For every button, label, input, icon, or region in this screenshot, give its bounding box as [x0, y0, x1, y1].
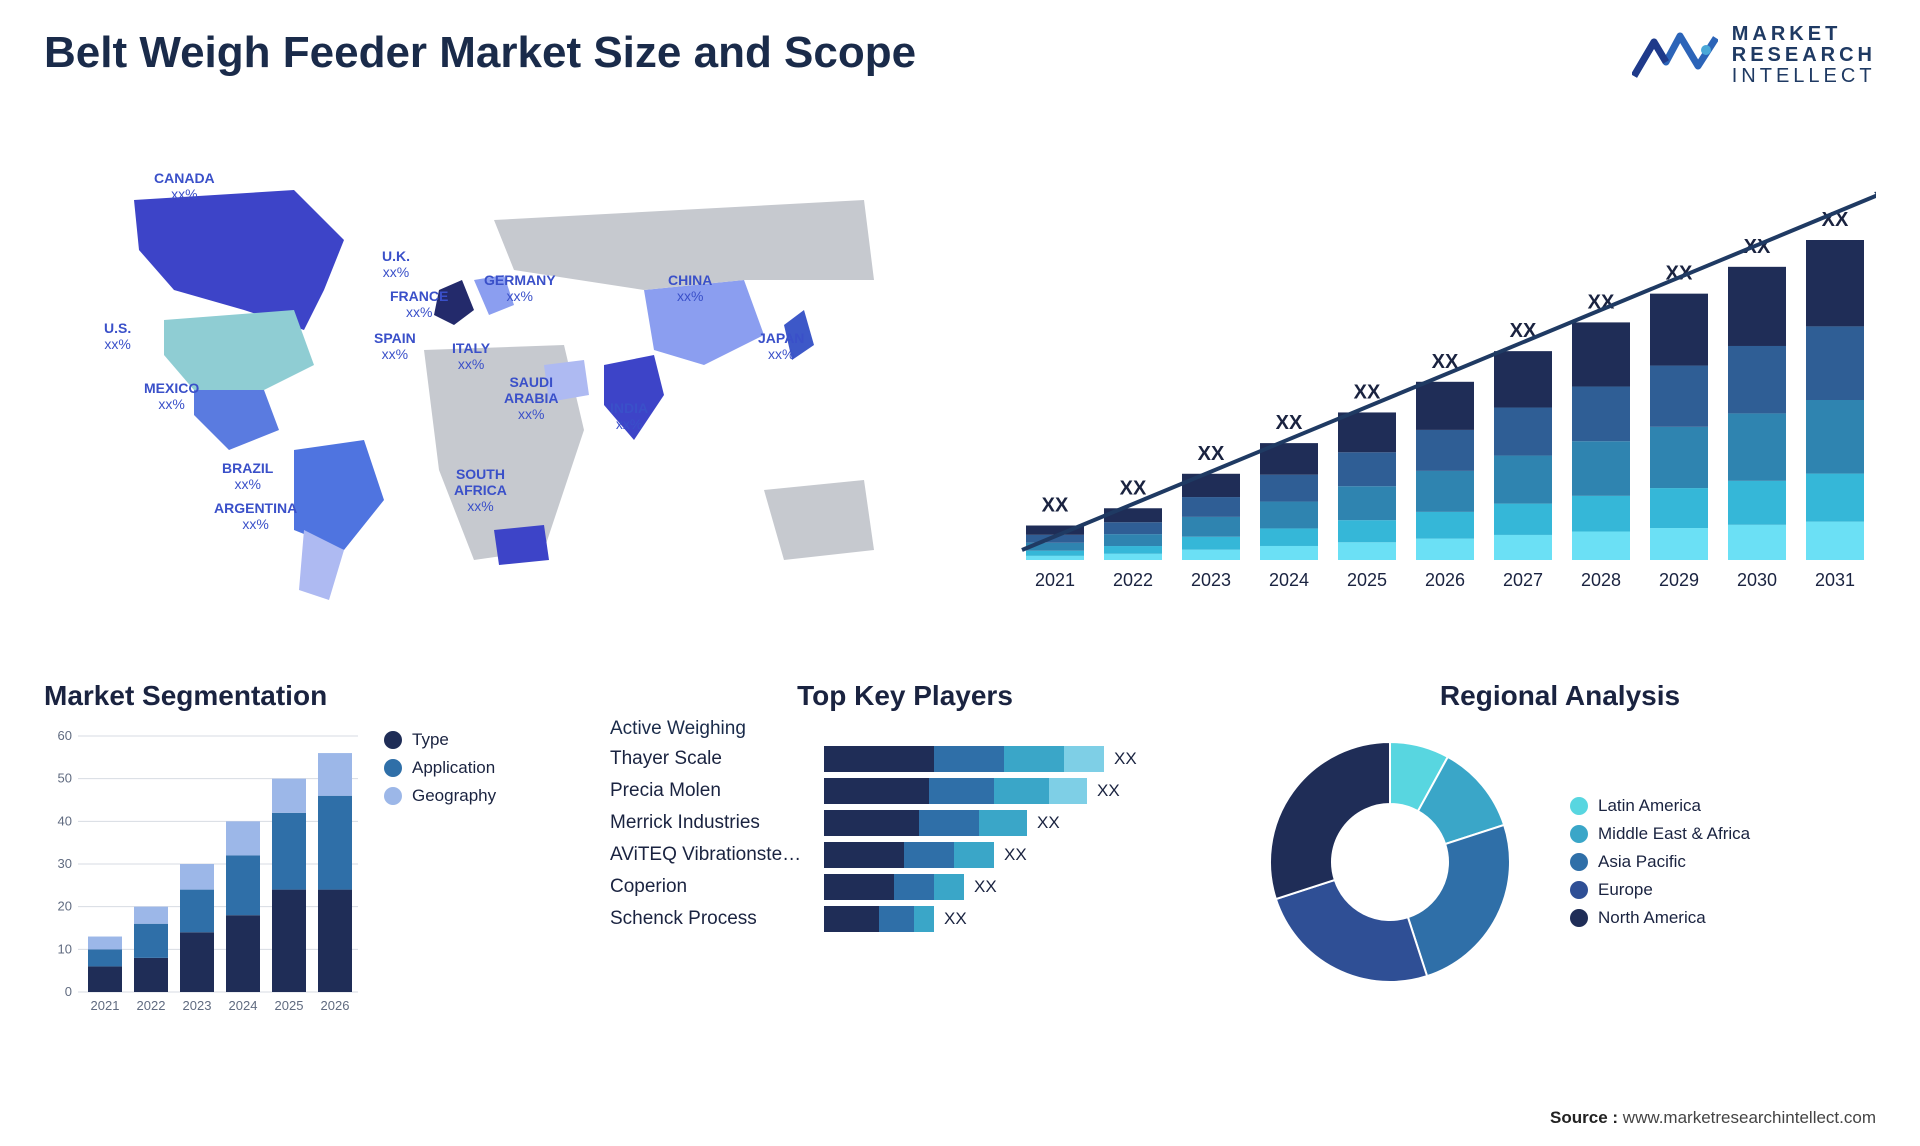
player-bar: XX	[824, 746, 1200, 772]
map-label-saudi-narabia: SAUDIARABIAxx%	[504, 374, 558, 422]
region-legend-north-america: North America	[1570, 908, 1750, 928]
svg-text:2026: 2026	[1425, 570, 1465, 590]
player-bar: XX	[824, 874, 1200, 900]
map-label-u-k-: U.K.xx%	[382, 248, 410, 280]
svg-text:2021: 2021	[91, 998, 120, 1013]
svg-text:20: 20	[58, 899, 72, 914]
player-value: XX	[1114, 749, 1137, 769]
regional-legend: Latin America Middle East & Africa Asia Pa…	[1570, 788, 1750, 936]
map-label-italy: ITALYxx%	[452, 340, 490, 372]
svg-text:2031: 2031	[1815, 570, 1855, 590]
svg-text:40: 40	[58, 813, 72, 828]
map-label-china: CHINAxx%	[668, 272, 712, 304]
map-label-spain: SPAINxx%	[374, 330, 416, 362]
player-value: XX	[944, 909, 967, 929]
brand-text: MARKET RESEARCH INTELLECT	[1732, 24, 1876, 87]
map-label-argentina: ARGENTINAxx%	[214, 500, 297, 532]
svg-text:2029: 2029	[1659, 570, 1699, 590]
player-value: XX	[1097, 781, 1120, 801]
svg-text:2027: 2027	[1503, 570, 1543, 590]
world-map-panel: CANADAxx% U.S.xx% MEXICOxx% BRAZILxx% ARGENT…	[44, 130, 924, 650]
player-row-merrick-industries: Merrick Industries XX	[610, 810, 1200, 836]
player-value: XX	[1037, 813, 1060, 833]
svg-text:2023: 2023	[1191, 570, 1231, 590]
map-label-south-nafrica: SOUTHAFRICAxx%	[454, 466, 507, 514]
player-name: Coperion	[610, 876, 810, 898]
player-name: Precia Molen	[610, 780, 810, 802]
svg-text:2026: 2026	[321, 998, 350, 1013]
seg-legend-type: Type	[384, 730, 496, 750]
svg-text:10: 10	[58, 941, 72, 956]
players-panel: Top Key Players Active Weighing Thayer S…	[610, 680, 1200, 1050]
svg-text:XX: XX	[1198, 443, 1225, 465]
region-legend-latin-america: Latin America	[1570, 796, 1750, 816]
svg-text:60: 60	[58, 728, 72, 743]
regional-title: Regional Analysis	[1250, 680, 1870, 712]
player-row-aviteq-vibrationstechnik: AViTEQ Vibrationstechnik XX	[610, 842, 1200, 868]
svg-text:2021: 2021	[1035, 570, 1075, 590]
region-legend-asia-pacific: Asia Pacific	[1570, 852, 1750, 872]
svg-text:30: 30	[58, 856, 72, 871]
growth-bar-chart: XX2021XX2022XX2023XX2024XX2025XX2026XX20…	[996, 140, 1876, 610]
brand-logo: MARKET RESEARCH INTELLECT	[1632, 24, 1876, 87]
brand-mark-icon	[1632, 28, 1718, 84]
segmentation-legend: Type Application Geography	[384, 722, 496, 1022]
map-label-japan: JAPANxx%	[758, 330, 804, 362]
svg-text:2022: 2022	[137, 998, 166, 1013]
players-title: Top Key Players	[610, 680, 1200, 712]
player-name: AViTEQ Vibrationstechnik	[610, 844, 810, 866]
player-row-schenck-process: Schenck Process XX	[610, 906, 1200, 932]
seg-legend-geography: Geography	[384, 786, 496, 806]
player-name: Thayer Scale	[610, 748, 810, 770]
player-bar: XX	[824, 906, 1200, 932]
map-label-france: FRANCExx%	[390, 288, 448, 320]
regional-panel: Regional Analysis Latin America Middle Ea…	[1250, 680, 1870, 1050]
player-name: Schenck Process	[610, 908, 810, 930]
region-legend-europe: Europe	[1570, 880, 1750, 900]
region-legend-middle-east-africa: Middle East & Africa	[1570, 824, 1750, 844]
map-label-brazil: BRAZILxx%	[222, 460, 273, 492]
svg-text:2028: 2028	[1581, 570, 1621, 590]
player-value: XX	[974, 877, 997, 897]
players-list: Thayer ScaleXXPrecia MolenXXMerrick Indu…	[610, 746, 1200, 932]
player-row-precia-molen: Precia Molen XX	[610, 778, 1200, 804]
player-bar: XX	[824, 842, 1200, 868]
seg-legend-application: Application	[384, 758, 496, 778]
svg-text:XX: XX	[1120, 477, 1147, 499]
source-line: Source : www.marketresearchintellect.com	[1550, 1108, 1876, 1128]
map-label-canada: CANADAxx%	[154, 170, 215, 202]
player-name: Merrick Industries	[610, 812, 810, 834]
players-extra-top: Active Weighing	[610, 718, 1200, 740]
map-label-u-s-: U.S.xx%	[104, 320, 131, 352]
svg-text:50: 50	[58, 771, 72, 786]
svg-text:XX: XX	[1354, 381, 1381, 403]
player-bar: XX	[824, 810, 1200, 836]
segmentation-title: Market Segmentation	[44, 680, 564, 712]
svg-text:2022: 2022	[1113, 570, 1153, 590]
svg-text:2024: 2024	[229, 998, 258, 1013]
map-label-mexico: MEXICOxx%	[144, 380, 199, 412]
svg-text:0: 0	[65, 984, 72, 999]
player-row-thayer-scale: Thayer Scale XX	[610, 746, 1200, 772]
svg-text:XX: XX	[1042, 495, 1069, 517]
svg-text:XX: XX	[1276, 412, 1303, 434]
player-bar: XX	[824, 778, 1200, 804]
regional-donut-chart	[1250, 722, 1530, 1002]
player-row-coperion: Coperion XX	[610, 874, 1200, 900]
svg-text:2025: 2025	[275, 998, 304, 1013]
svg-text:2024: 2024	[1269, 570, 1309, 590]
map-label-germany: GERMANYxx%	[484, 272, 556, 304]
svg-text:2023: 2023	[183, 998, 212, 1013]
svg-text:2025: 2025	[1347, 570, 1387, 590]
map-label-india: INDIAxx%	[610, 400, 648, 432]
svg-text:2030: 2030	[1737, 570, 1777, 590]
page-title: Belt Weigh Feeder Market Size and Scope	[44, 28, 916, 78]
player-value: XX	[1004, 845, 1027, 865]
segmentation-chart: 0 10 20 30 40 50 60 2021 2022 2023 2024 2025 2026	[44, 722, 364, 1022]
segmentation-panel: Market Segmentation 0 10 20 30 40 50 60 2021 202…	[44, 680, 564, 1050]
